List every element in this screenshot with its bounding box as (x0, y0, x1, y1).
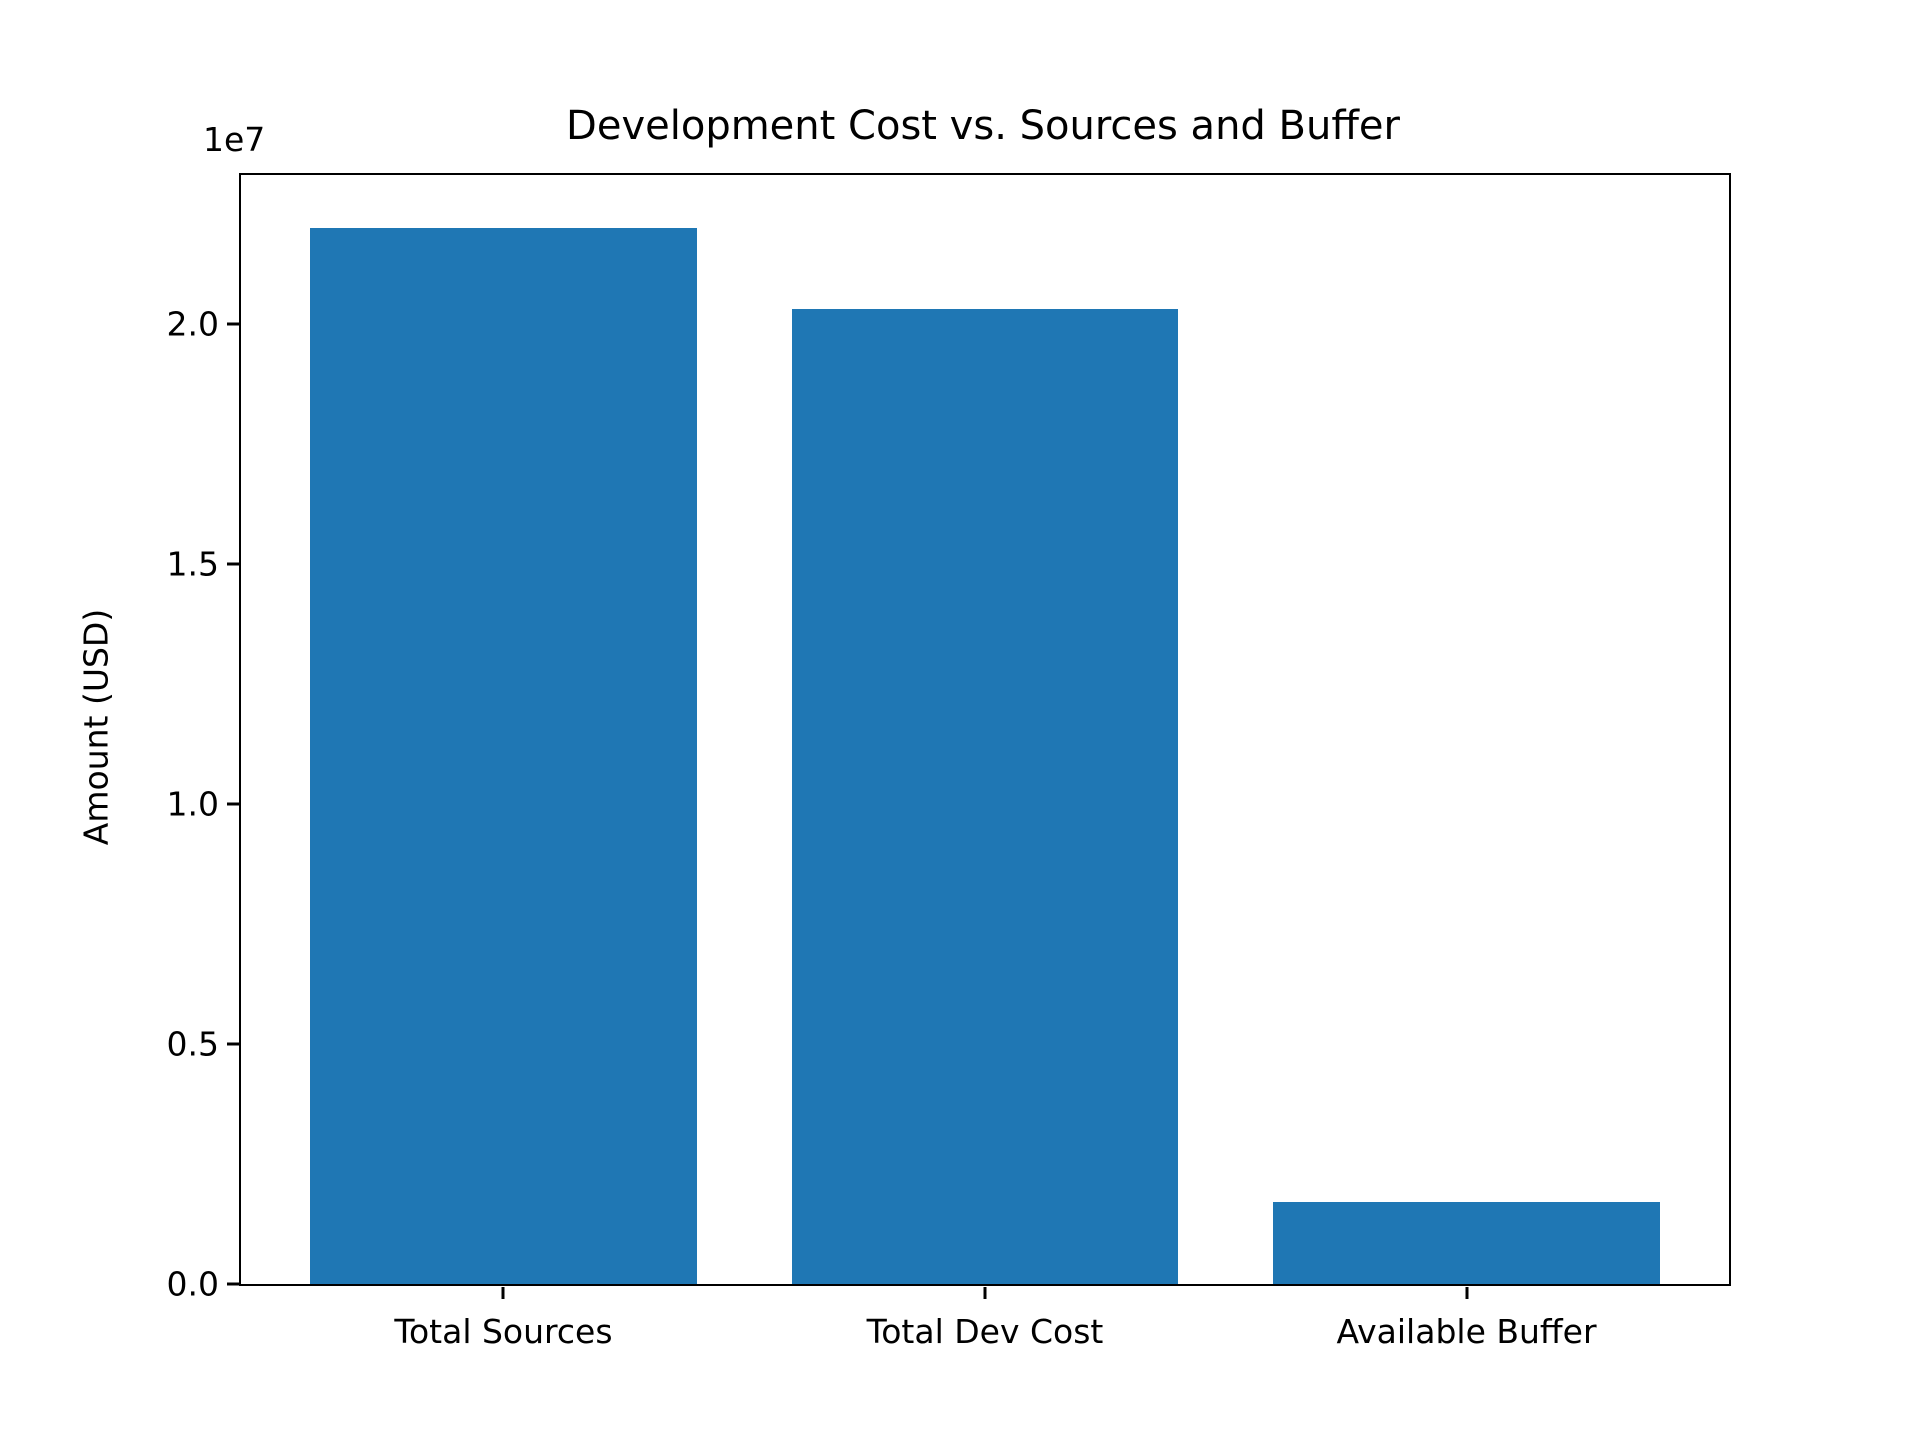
x-tick-label-total-dev-cost: Total Dev Cost (866, 1312, 1104, 1351)
x-tick-mark (983, 1286, 987, 1299)
y-tick-label-0.5: 0.5 (166, 1024, 219, 1064)
y-tick-label-1.0: 1.0 (166, 784, 219, 824)
bar-total-sources (310, 227, 697, 1284)
y-tick-mark (226, 322, 239, 326)
axes: Total Sources Total Dev Cost Available Buf… (167, 173, 1731, 1351)
bar-available-buffer (1273, 1202, 1660, 1284)
chart-title: Development Cost vs. Sources and Buffer (566, 103, 1400, 149)
y-tick-mark (226, 562, 239, 566)
y-axis-offset-label: 1e7 (203, 120, 266, 159)
y-tick-mark (226, 1282, 239, 1286)
y-tick-mark (226, 802, 239, 806)
y-tick-label-1.5: 1.5 (166, 544, 219, 584)
x-tick-label-available-buffer: Available Buffer (1336, 1312, 1597, 1351)
y-axis-label: Amount (USD) (76, 608, 116, 846)
y-tick-label-2.0: 2.0 (166, 304, 219, 344)
y-tick-label-0.0: 0.0 (166, 1264, 219, 1304)
x-tick-label-total-sources: Total Sources (394, 1312, 613, 1351)
y-tick-mark (226, 1042, 239, 1046)
x-tick-mark (1465, 1286, 1469, 1299)
x-tick-mark (501, 1286, 505, 1299)
bar-total-dev-cost (791, 309, 1179, 1284)
